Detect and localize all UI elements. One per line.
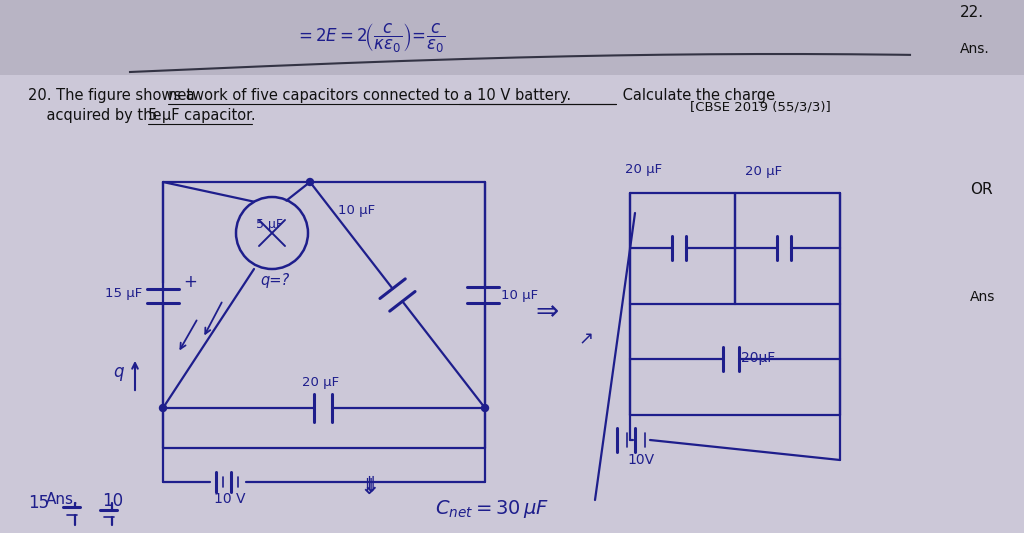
Text: 22.: 22.: [961, 5, 984, 20]
Text: $\nearrow$: $\nearrow$: [575, 330, 593, 348]
Text: $\Downarrow$: $\Downarrow$: [356, 476, 377, 496]
Text: Ans: Ans: [970, 290, 995, 304]
Text: acquired by the: acquired by the: [28, 108, 166, 123]
Text: $\Rightarrow$: $\Rightarrow$: [530, 296, 560, 324]
Text: 5 μF capacitor.: 5 μF capacitor.: [148, 108, 256, 123]
Text: OR: OR: [970, 182, 992, 197]
Text: 20 μF: 20 μF: [745, 165, 782, 178]
Circle shape: [481, 405, 488, 411]
Text: network of five capacitors connected to a 10 V battery.: network of five capacitors connected to …: [168, 88, 571, 103]
Text: 10: 10: [102, 492, 123, 510]
Text: [CBSE 2019 (55/3/3)]: [CBSE 2019 (55/3/3)]: [690, 100, 830, 113]
Text: 10 V: 10 V: [214, 492, 246, 506]
Circle shape: [306, 179, 313, 185]
Text: 15 μF: 15 μF: [105, 287, 142, 300]
Text: 15: 15: [28, 494, 49, 512]
Text: 10V: 10V: [627, 453, 654, 467]
Text: 20. The figure shows a: 20. The figure shows a: [28, 88, 200, 103]
Text: Ans.: Ans.: [46, 492, 79, 507]
Text: 20μF: 20μF: [741, 351, 775, 365]
Text: $\Downarrow$: $\Downarrow$: [354, 478, 375, 498]
Text: Ans.: Ans.: [961, 42, 990, 56]
FancyBboxPatch shape: [0, 0, 1024, 75]
Text: 10 μF: 10 μF: [338, 204, 375, 217]
Text: 20 μF: 20 μF: [625, 163, 663, 176]
Text: q=?: q=?: [260, 273, 289, 288]
Text: 5 μF: 5 μF: [256, 218, 283, 231]
Text: +: +: [183, 273, 197, 291]
Circle shape: [160, 405, 167, 411]
Text: $=2E=2\!\left(\dfrac{c}{\kappa\varepsilon_0}\right)\!=\!\dfrac{c}{\varepsilon_0}: $=2E=2\!\left(\dfrac{c}{\kappa\varepsilo…: [295, 21, 445, 54]
Text: $C_{net} = 30\,\mu F$: $C_{net} = 30\,\mu F$: [435, 498, 549, 520]
Text: q: q: [113, 363, 124, 381]
Text: 10 μF: 10 μF: [501, 289, 539, 302]
Text: Calculate the charge: Calculate the charge: [618, 88, 775, 103]
Text: 20 μF: 20 μF: [302, 376, 339, 389]
